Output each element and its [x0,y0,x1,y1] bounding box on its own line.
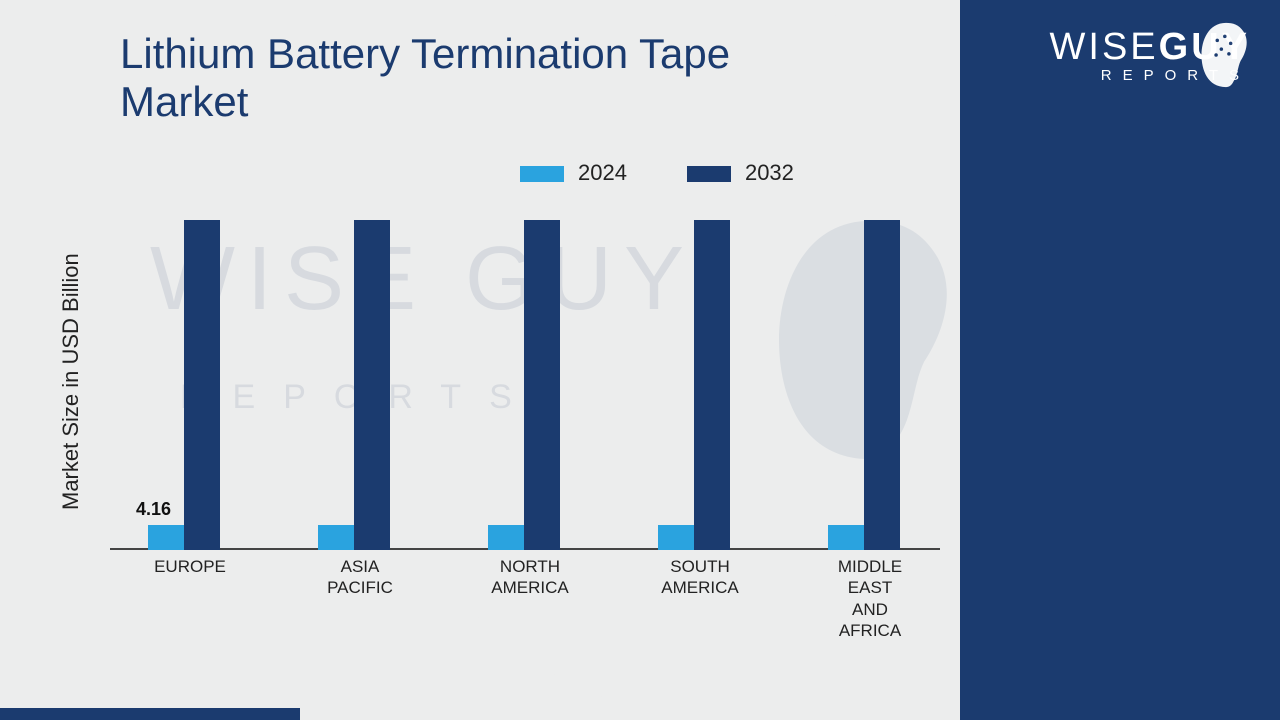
bar-2024 [148,525,184,550]
bottom-accent-bar [0,708,300,720]
brand-panel [960,0,1280,720]
bar-2032 [524,220,560,550]
x-tick-label: SOUTHAMERICA [630,556,770,599]
legend-item-2024: 2024 [520,160,627,186]
bar-2024 [488,525,524,550]
legend-label-2032: 2032 [745,160,794,185]
bar-2032 [184,220,220,550]
legend-swatch-2024 [520,166,564,182]
bar-2024 [658,525,694,550]
bar-2032 [694,220,730,550]
legend-label-2024: 2024 [578,160,627,185]
data-label: 4.16 [136,499,171,520]
brand-logo: WISEGUY REPORTS [1050,28,1250,83]
bar-2032 [864,220,900,550]
y-axis-label: Market Size in USD Billion [58,253,84,510]
bar-2032 [354,220,390,550]
chart-plot-area [110,190,940,550]
logo-main1: WISE [1050,26,1159,68]
legend: 2024 2032 [520,160,794,186]
x-tick-label: ASIAPACIFIC [290,556,430,599]
legend-swatch-2032 [687,166,731,182]
bar-2024 [828,525,864,550]
legend-item-2032: 2032 [687,160,794,186]
chart-title: Lithium Battery Termination Tape Market [120,30,840,126]
chart-canvas: WISE GUY REPORTS WISEGUY REPORTS Lithium… [0,0,1280,720]
x-tick-label: EUROPE [120,556,260,577]
x-tick-label: NORTHAMERICA [460,556,600,599]
logo-head-icon [1196,20,1256,90]
x-tick-label: MIDDLEEASTANDAFRICA [800,556,940,641]
bar-2024 [318,525,354,550]
